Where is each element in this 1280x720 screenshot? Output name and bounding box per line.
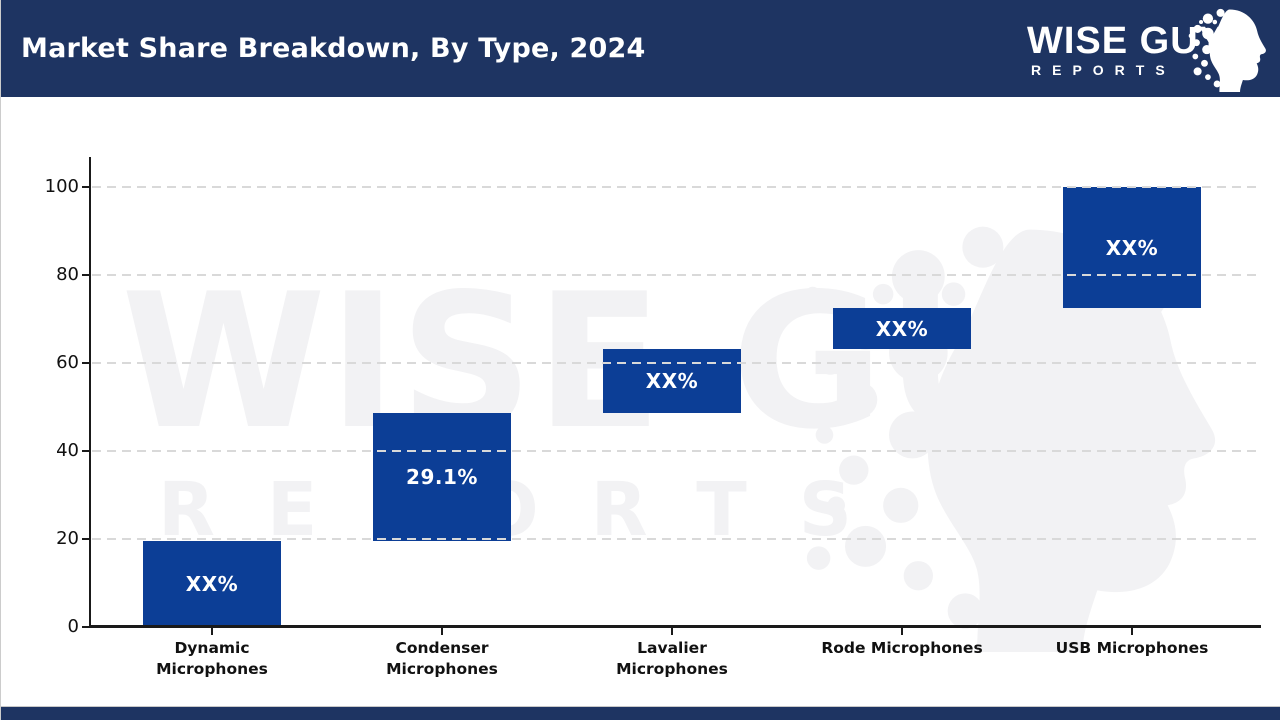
logo-subtitle: REPORTS (1031, 62, 1176, 78)
watermark-subtitle: REPORTS (157, 467, 905, 553)
logo-text: WISE GUY REPORTS (1027, 22, 1225, 78)
y-tick-label: 80 (56, 263, 79, 285)
y-axis-tick (82, 186, 90, 188)
footer-bar (1, 707, 1280, 720)
bar-value-label: XX% (645, 368, 699, 393)
y-axis-tick (82, 361, 90, 364)
gridline (92, 273, 1257, 276)
bar-segment: 29.1% (373, 412, 511, 541)
page-title: Market Share Breakdown, By Type, 2024 (21, 33, 646, 64)
y-axis-tick (82, 537, 90, 540)
y-axis-tick (82, 625, 90, 628)
y-tick-label: 0 (67, 615, 79, 637)
logo-head-icon (1187, 8, 1266, 92)
x-category-label: USB Microphones (1055, 639, 1209, 657)
y-tick-label: 40 (56, 439, 79, 461)
bar-value-label: XX% (875, 316, 929, 341)
wise-guy-reports-logo: WISE GUY REPORTS (1017, 0, 1267, 97)
x-category-label: Dynamic Microphones (156, 639, 268, 678)
bar-value-label: XX% (185, 571, 239, 596)
bar-segment: XX% (143, 540, 281, 627)
x-axis-tick (441, 628, 443, 635)
bar-segment: XX% (833, 308, 971, 349)
y-axis-tick (82, 273, 90, 276)
x-category-label: Condenser Microphones (386, 639, 498, 678)
y-axis-tick (82, 449, 90, 452)
y-tick-label: 100 (44, 176, 79, 197)
x-axis-baseline (89, 625, 1261, 628)
chart-area: WISE GUY REPORTS XX% 29.1% XX% XX% XX% 0 20 40 6… (1, 97, 1280, 707)
bar-segment: XX% (603, 348, 741, 413)
x-category-label: Rode Microphones (821, 639, 983, 657)
logo-wordmark: WISE GUY (1027, 20, 1226, 62)
header-bar: Market Share Breakdown, By Type, 2024 WI… (1, 0, 1280, 97)
x-axis-tick (901, 628, 903, 635)
x-category-label: Lavalier Microphones (616, 639, 728, 678)
y-tick-label: 60 (56, 351, 79, 373)
x-axis-tick (211, 628, 213, 635)
gridline (92, 361, 1257, 364)
x-axis-tick (671, 628, 673, 635)
y-tick-label: 20 (56, 527, 79, 549)
gridline (92, 537, 1257, 540)
footer-divider (1, 706, 1280, 707)
bar-segment: XX% (1063, 187, 1201, 309)
bar-value-label: 29.1% (406, 464, 478, 489)
gridline (92, 449, 1257, 452)
watermark-text: WISE GUY REPORTS (121, 269, 1174, 553)
bar-value-label: XX% (1105, 235, 1159, 260)
gridline (92, 186, 1257, 188)
y-axis-spine (89, 157, 91, 627)
x-axis-tick (1131, 628, 1133, 635)
